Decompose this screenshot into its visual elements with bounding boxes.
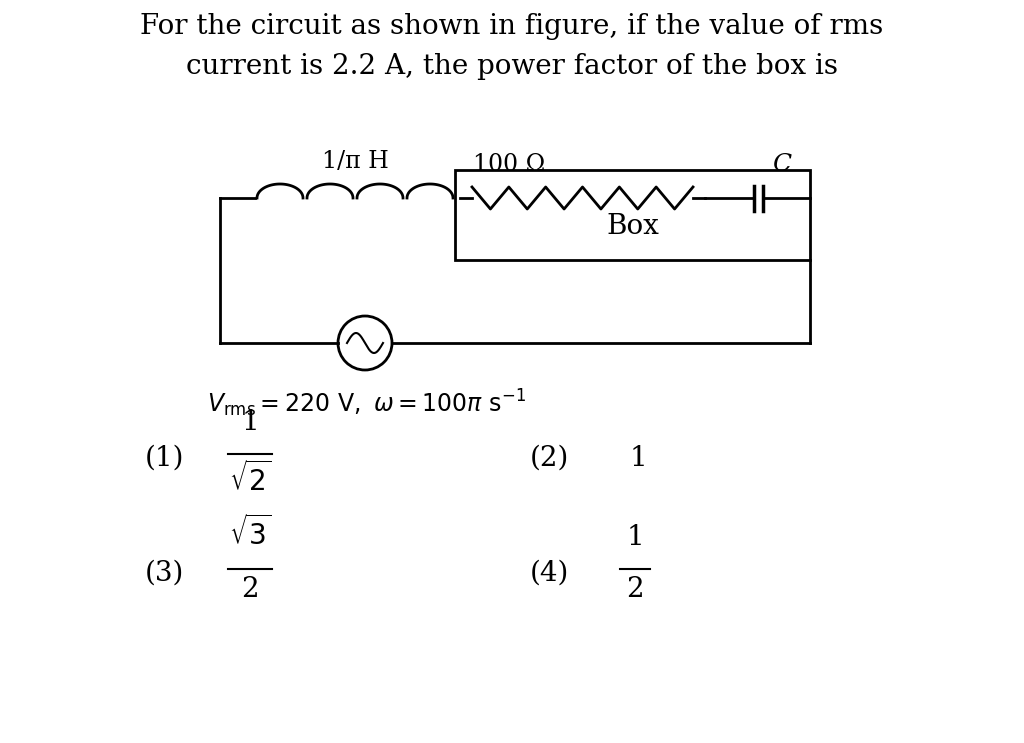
Text: Box: Box (606, 213, 658, 240)
Text: 1: 1 (626, 524, 644, 551)
Bar (455, 170, 810, 260)
Text: 2: 2 (242, 576, 259, 603)
Text: (4): (4) (530, 559, 569, 586)
Text: $\sqrt{2}$: $\sqrt{2}$ (228, 461, 271, 497)
Text: 1: 1 (241, 409, 259, 436)
Text: current is 2.2 A, the power factor of the box is: current is 2.2 A, the power factor of th… (186, 53, 838, 80)
Text: (2): (2) (530, 444, 569, 472)
Text: 1/π H: 1/π H (322, 150, 388, 173)
Text: $\sqrt{3}$: $\sqrt{3}$ (228, 515, 271, 551)
Text: For the circuit as shown in figure, if the value of rms: For the circuit as shown in figure, if t… (140, 13, 884, 40)
Text: (3): (3) (145, 559, 184, 586)
Text: 2: 2 (627, 576, 644, 603)
Text: C: C (772, 153, 792, 176)
Text: 100 Ω: 100 Ω (473, 153, 545, 176)
Text: $V_{\rm rms}$$ = 220\ \mathrm{V},\ \omega = 100\pi\ \mathrm{s}^{-1}$: $V_{\rm rms}$$ = 220\ \mathrm{V},\ \omeg… (208, 388, 526, 419)
Text: (1): (1) (145, 444, 184, 472)
Text: 1: 1 (630, 444, 648, 472)
